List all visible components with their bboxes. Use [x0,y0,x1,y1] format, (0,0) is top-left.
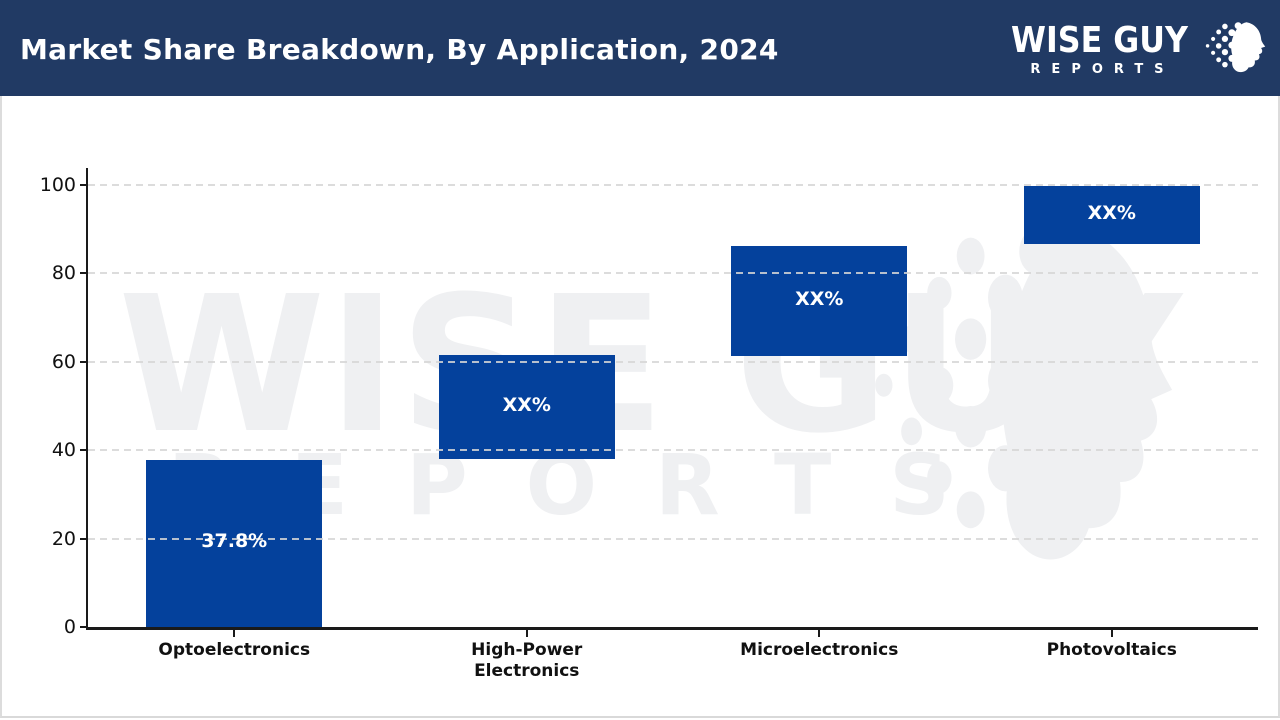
y-axis-tick [80,626,88,628]
x-tick-label: High-Power Electronics [471,640,583,681]
gridline-20 [88,537,1258,540]
y-axis-tick [80,449,88,451]
y-axis-tick [80,360,88,363]
bar-value-label: 37.8% [201,530,268,553]
page-title: Market Share Breakdown, By Application, … [20,33,779,66]
y-tick-label: 20 [51,527,76,550]
y-axis-tick [80,537,88,540]
bar-microelectronics [731,246,908,356]
x-axis-tick [525,629,528,637]
brand-name: WISE GUY [1011,20,1188,61]
x-tick-label: Microelectronics [740,640,899,660]
x-axis-tick [233,629,236,637]
face-profile-dots-icon [1205,22,1266,73]
y-tick-label: 60 [51,350,76,373]
y-axis-spine [86,168,88,630]
brand-logo-text: WISE GUY REPORTS [999,20,1200,78]
x-axis-tick [1110,629,1113,637]
bar-optoelectronics [146,459,323,627]
x-tick-label: Photovoltaics [1046,640,1177,660]
y-axis-tick [80,272,88,274]
watermark-face-dots [875,228,1173,560]
bar-photovoltaics [1023,186,1200,245]
bar-value-label: XX% [502,393,551,416]
header-bar: Market Share Breakdown, By Application, … [0,0,1280,96]
bar-value-label: XX% [795,288,844,311]
y-tick-label: 0 [63,616,76,638]
gridline-60 [88,360,1258,363]
x-tick-label: Optoelectronics [158,640,311,660]
bar-high-power-electronics [438,354,615,459]
brand-logo: WISE GUY REPORTS [1008,4,1268,92]
y-tick-label: 100 [39,173,76,196]
gridline-100 [88,183,1258,186]
x-axis-tick [818,629,821,637]
y-tick-label: 40 [51,439,76,461]
gridline-40 [88,449,1258,451]
y-tick-label: 80 [51,262,76,284]
brand-subname: REPORTS [1030,62,1175,77]
y-axis-tick [80,183,88,186]
x-axis-spine [86,627,1258,630]
gridline-80 [88,272,1258,274]
bar-value-label: XX% [1087,202,1136,225]
